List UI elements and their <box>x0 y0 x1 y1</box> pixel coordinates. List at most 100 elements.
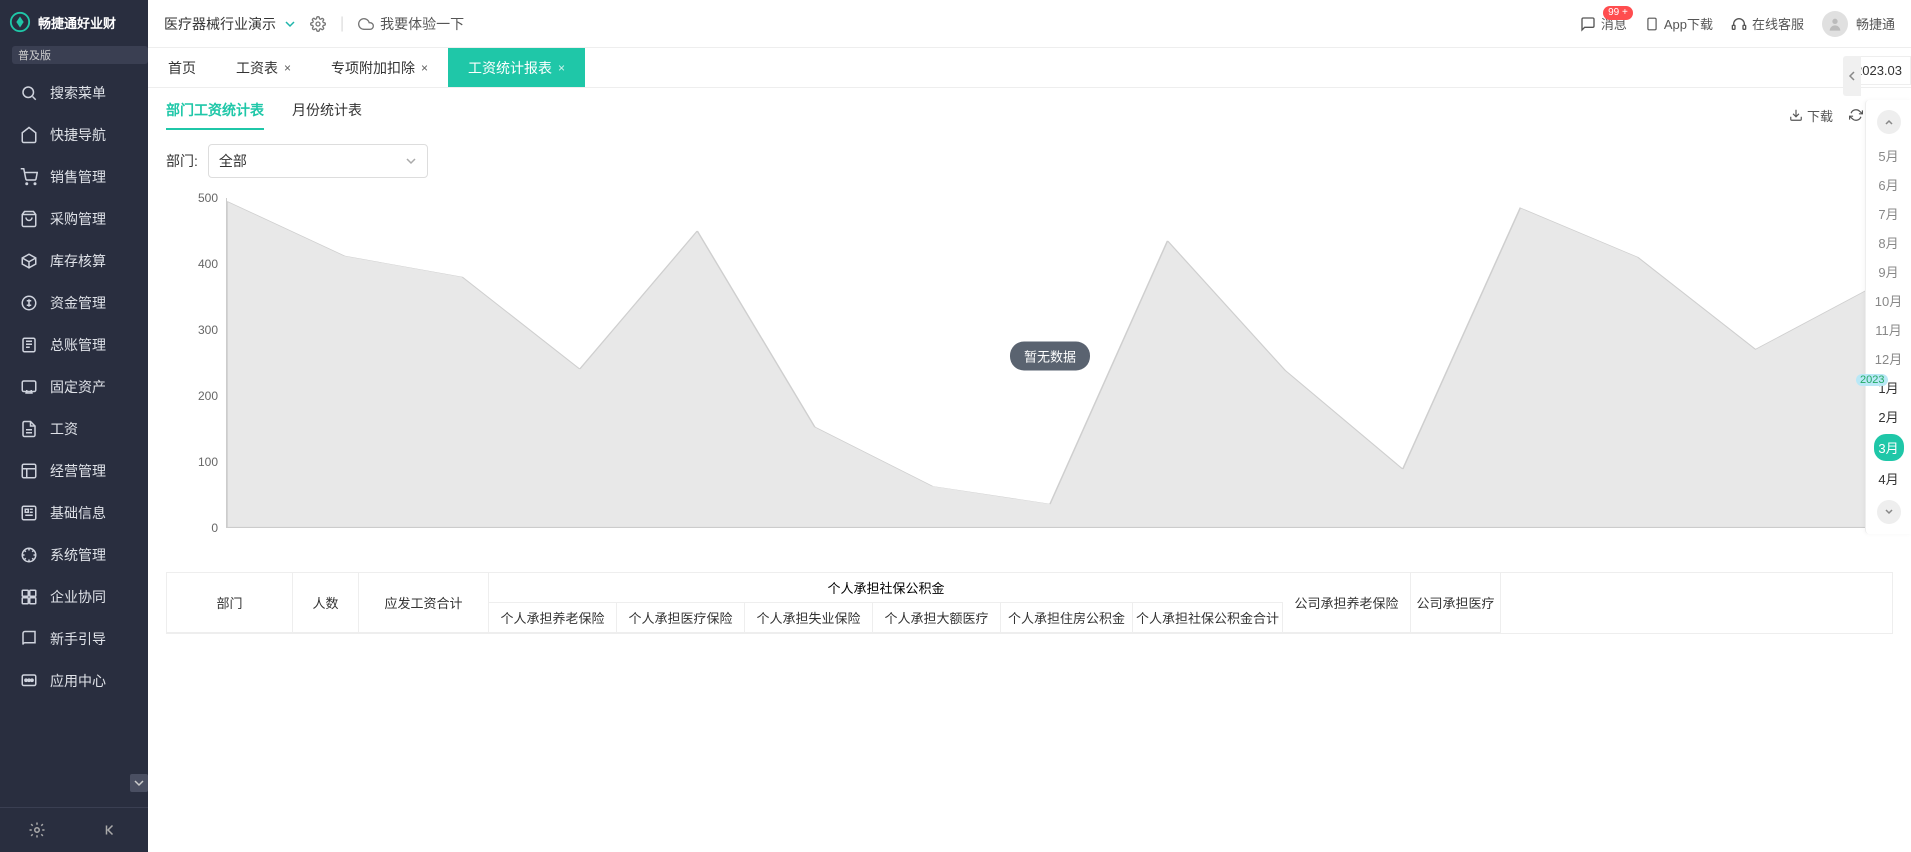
period-panel: 5月6月7月8月9月10月11月12月20231月2月3月4月 <box>1865 100 1911 534</box>
sidebar-item-9[interactable]: 经营管理 <box>0 450 148 492</box>
tab-close-icon[interactable]: × <box>421 61 428 75</box>
page-tab-0[interactable]: 首页 <box>148 48 216 87</box>
subtab-1[interactable]: 月份统计表 <box>292 100 362 130</box>
try-demo-link[interactable]: 我要体验一下 <box>358 14 464 34</box>
sidebar-item-label: 基础信息 <box>50 503 106 523</box>
message-icon <box>1580 16 1596 32</box>
y-tick: 200 <box>198 389 218 403</box>
tab-close-icon[interactable]: × <box>284 61 291 75</box>
settings-icon[interactable] <box>0 808 74 852</box>
phone-icon <box>1645 16 1659 32</box>
app-download-button[interactable]: App下载 <box>1645 14 1713 33</box>
period-item[interactable]: 7月 <box>1866 200 1911 227</box>
th-group: 个人承担社保公积金个人承担养老保险个人承担医疗保险个人承担失业保险个人承担大额医… <box>489 573 1283 633</box>
sidebar-item-label: 新手引导 <box>50 629 106 649</box>
collab-icon <box>20 588 38 606</box>
th: 人数 <box>293 573 359 633</box>
sidebar-item-label: 应用中心 <box>50 671 106 691</box>
y-tick: 500 <box>198 191 218 205</box>
download-label: 下载 <box>1807 106 1833 125</box>
sidebar-item-8[interactable]: 工资 <box>0 408 148 450</box>
period-item[interactable]: 3月 <box>1874 434 1904 461</box>
sidebar-item-label: 工资 <box>50 419 78 439</box>
page-tab-1[interactable]: 工资表 × <box>216 48 311 87</box>
period-item[interactable]: 2月 <box>1866 403 1911 430</box>
sidebar-item-14[interactable]: 应用中心 <box>0 660 148 702</box>
period-expand-icon[interactable] <box>1843 56 1861 96</box>
org-selector[interactable]: 医疗器械行业演示 <box>164 14 296 34</box>
coin-icon <box>20 294 38 312</box>
y-tick: 400 <box>198 257 218 271</box>
th: 公司承担医疗 <box>1411 573 1501 633</box>
period-item[interactable]: 9月 <box>1866 258 1911 285</box>
tab-label: 工资表 <box>236 58 278 78</box>
sidebar-item-label: 快捷导航 <box>50 125 106 145</box>
period-up-icon[interactable] <box>1877 110 1901 134</box>
sidebar-item-4[interactable]: 库存核算 <box>0 240 148 282</box>
period-item[interactable]: 5月 <box>1866 142 1911 169</box>
sidebar-item-2[interactable]: 销售管理 <box>0 156 148 198</box>
logo-icon <box>8 10 32 34</box>
chart-y-axis: 0100200300400500 <box>166 198 226 528</box>
sidebar-item-1[interactable]: 快捷导航 <box>0 114 148 156</box>
topbar: 医疗器械行业演示 | 我要体验一下 消息 99 + App下载 <box>148 0 1911 48</box>
sidebar-item-5[interactable]: 资金管理 <box>0 282 148 324</box>
th: 应发工资合计 <box>359 573 489 633</box>
period-item[interactable]: 6月 <box>1866 171 1911 198</box>
period-item[interactable]: 8月 <box>1866 229 1911 256</box>
customer-service-button[interactable]: 在线客服 <box>1731 14 1804 33</box>
period-item[interactable]: 4月 <box>1866 465 1911 492</box>
user-menu[interactable]: 畅捷通 <box>1822 11 1895 37</box>
sidebar-item-3[interactable]: 采购管理 <box>0 198 148 240</box>
download-button[interactable]: 下载 <box>1789 106 1833 125</box>
th: 个人承担住房公积金 <box>1001 603 1133 633</box>
sidebar-item-6[interactable]: 总账管理 <box>0 324 148 366</box>
page-tab-2[interactable]: 专项附加扣除 × <box>311 48 448 87</box>
subtab-0[interactable]: 部门工资统计表 <box>166 100 264 130</box>
message-button[interactable]: 消息 99 + <box>1580 14 1627 33</box>
filter-dept-value: 全部 <box>219 151 247 171</box>
filter-dept-label: 部门: <box>166 151 198 171</box>
th: 个人承担养老保险 <box>489 603 617 633</box>
table: 部门人数应发工资合计个人承担社保公积金个人承担养老保险个人承担医疗保险个人承担失… <box>166 572 1893 634</box>
user-name: 畅捷通 <box>1856 14 1895 33</box>
sidebar-item-12[interactable]: 企业协同 <box>0 576 148 618</box>
period-year-tag: 2023 <box>1856 374 1888 386</box>
sidebar-header: 畅捷通好业财 <box>0 0 148 44</box>
page-tab-3[interactable]: 工资统计报表× <box>448 48 585 87</box>
chevron-down-icon <box>284 18 296 30</box>
sidebar-item-label: 企业协同 <box>50 587 106 607</box>
message-badge: 99 + <box>1603 6 1633 20</box>
tab-label: 专项附加扣除 <box>331 58 415 78</box>
sidebar-item-7[interactable]: 固定资产 <box>0 366 148 408</box>
period-item[interactable]: 12月 <box>1866 345 1911 372</box>
th: 个人承担医疗保险 <box>617 603 745 633</box>
period-item[interactable]: 11月 <box>1866 316 1911 343</box>
doc-icon <box>20 420 38 438</box>
guide-icon <box>20 630 38 648</box>
app-title: 畅捷通好业财 <box>38 13 116 32</box>
sidebar-item-label: 固定资产 <box>50 377 106 397</box>
headset-icon <box>1731 16 1747 32</box>
try-demo-label: 我要体验一下 <box>380 14 464 34</box>
info-icon <box>20 504 38 522</box>
refresh-icon <box>1849 108 1863 122</box>
period-item[interactable]: 10月 <box>1866 287 1911 314</box>
sidebar-item-10[interactable]: 基础信息 <box>0 492 148 534</box>
tab-label: 首页 <box>168 58 196 78</box>
period-down-icon[interactable] <box>1877 500 1901 524</box>
gear-icon[interactable] <box>310 16 326 32</box>
sidebar-item-13[interactable]: 新手引导 <box>0 618 148 660</box>
sidebar-item-11[interactable]: 系统管理 <box>0 534 148 576</box>
sidebar-item-label: 库存核算 <box>50 251 106 271</box>
tab-close-icon[interactable]: × <box>558 61 565 75</box>
th: 个人承担社保公积金合计 <box>1133 603 1283 633</box>
filter-dept-select[interactable]: 全部 <box>208 144 428 178</box>
y-tick: 100 <box>198 455 218 469</box>
sidebar-scroll-down-icon[interactable] <box>130 774 148 792</box>
sidebar-item-0[interactable]: 搜索菜单 <box>0 72 148 114</box>
filter-row: 部门: 全部 <box>166 144 1893 178</box>
main: 医疗器械行业演示 | 我要体验一下 消息 99 + App下载 <box>148 0 1911 852</box>
th-group-label: 个人承担社保公积金 <box>489 573 1283 603</box>
collapse-sidebar-icon[interactable] <box>74 808 148 852</box>
